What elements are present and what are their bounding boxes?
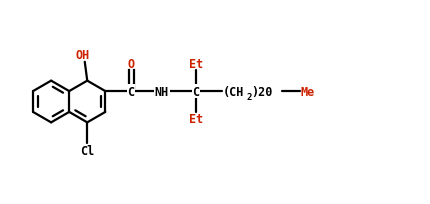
Text: OH: OH <box>75 49 89 62</box>
Text: C: C <box>127 85 135 98</box>
Text: (CH: (CH <box>222 85 243 98</box>
Text: C: C <box>192 85 199 98</box>
Text: Et: Et <box>188 113 203 126</box>
Text: Me: Me <box>300 85 314 98</box>
Text: Et: Et <box>188 58 203 70</box>
Text: O: O <box>127 58 135 70</box>
Text: Cl: Cl <box>80 144 94 157</box>
Text: )20: )20 <box>251 85 272 98</box>
Text: NH: NH <box>154 85 169 98</box>
Text: 2: 2 <box>246 92 251 101</box>
